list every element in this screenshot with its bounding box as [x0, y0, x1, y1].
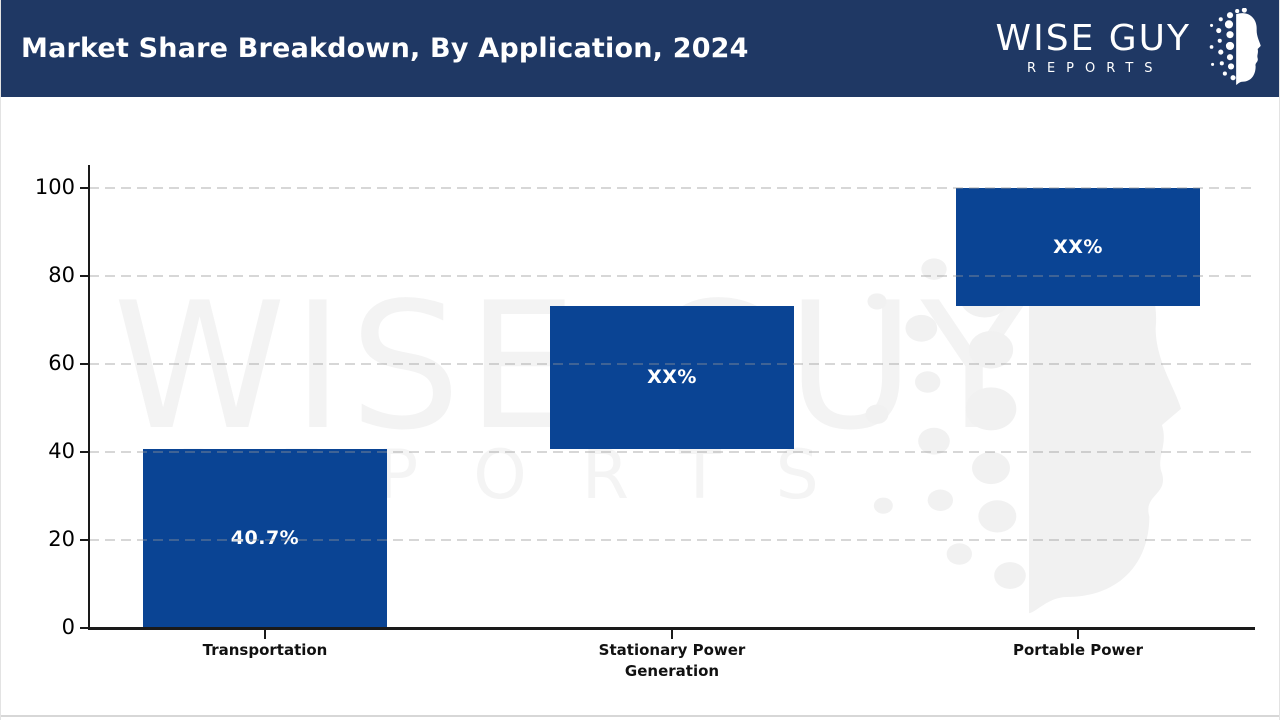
x-axis-line: [88, 627, 1255, 630]
header: Market Share Breakdown, By Application, …: [1, 0, 1279, 97]
bar-value-label: 40.7%: [230, 527, 300, 550]
x-axis-label-stationary-power-generation: Stationary Power Generation: [598, 641, 746, 680]
gridline-20: [89, 539, 1255, 541]
bar-stationary-power-generation: XX%: [550, 305, 794, 449]
chart-area: WISE GUY REPORTS 40.7% XX%: [1, 97, 1279, 717]
x-tick-mark: [1077, 630, 1079, 639]
figure-bottom-border: [1, 715, 1279, 717]
x-tick-mark: [671, 630, 673, 639]
bar-transportation: 40.7%: [143, 448, 387, 628]
bar-portable-power: XX%: [956, 188, 1200, 306]
y-tick-label-80: 80: [48, 263, 75, 287]
y-tick-label-60: 60: [48, 351, 75, 375]
y-tick-mark: [80, 451, 89, 453]
logo-face-icon: [1209, 7, 1261, 85]
y-tick-label-20: 20: [48, 527, 75, 551]
y-axis-line: [88, 165, 90, 630]
logo-subtitle: REPORTS: [1026, 61, 1164, 76]
x-axis-label-portable-power: Portable Power: [1013, 641, 1143, 659]
y-tick-mark: [80, 539, 89, 541]
y-tick-mark: [80, 363, 89, 365]
y-tick-label-40: 40: [48, 439, 75, 463]
bar-value-label: XX%: [647, 366, 697, 389]
logo-wordmark: WISE GUY REPORTS: [995, 18, 1192, 77]
y-tick-mark: [80, 187, 89, 189]
x-axis-label-transportation: Transportation: [202, 641, 328, 659]
y-tick-mark: [80, 275, 89, 277]
gridline-100: [89, 187, 1255, 189]
gridline-40: [89, 451, 1255, 453]
y-tick-label-0: 0: [61, 615, 75, 639]
brand-logo: WISE GUY REPORTS: [995, 7, 1264, 90]
gridline-60: [89, 363, 1255, 365]
chart-title: Market Share Breakdown, By Application, …: [21, 33, 749, 64]
x-tick-mark: [264, 630, 266, 639]
y-tick-mark: [80, 627, 89, 629]
y-tick-label-100: 100: [34, 175, 75, 199]
gridline-80: [89, 275, 1255, 277]
logo-name: WISE GUY: [995, 18, 1191, 59]
bar-value-label: XX%: [1053, 235, 1103, 258]
